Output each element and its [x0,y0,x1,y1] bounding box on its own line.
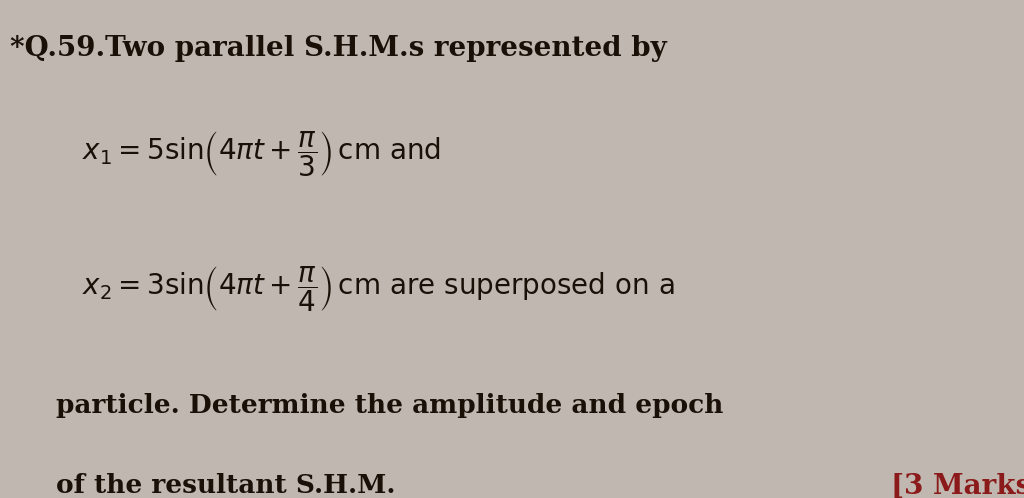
Text: [3 Marks]: [3 Marks] [891,473,1024,498]
Text: $x_1 = 5\mathrm{sin}\left(4\pi t + \dfrac{\pi}{3}\right)\,\mathrm{cm\ and}$: $x_1 = 5\mathrm{sin}\left(4\pi t + \dfra… [82,129,440,179]
Text: of the resultant S.H.M.: of the resultant S.H.M. [56,473,396,498]
Text: particle. Determine the amplitude and epoch: particle. Determine the amplitude and ep… [56,393,724,418]
Text: $x_2 = 3\mathrm{sin}\left(4\pi t + \dfrac{\pi}{4}\right)\,\mathrm{cm\ are\ super: $x_2 = 3\mathrm{sin}\left(4\pi t + \dfra… [82,264,675,314]
Text: *Q.59.Two parallel S.H.M.s represented by: *Q.59.Two parallel S.H.M.s represented b… [10,35,667,62]
